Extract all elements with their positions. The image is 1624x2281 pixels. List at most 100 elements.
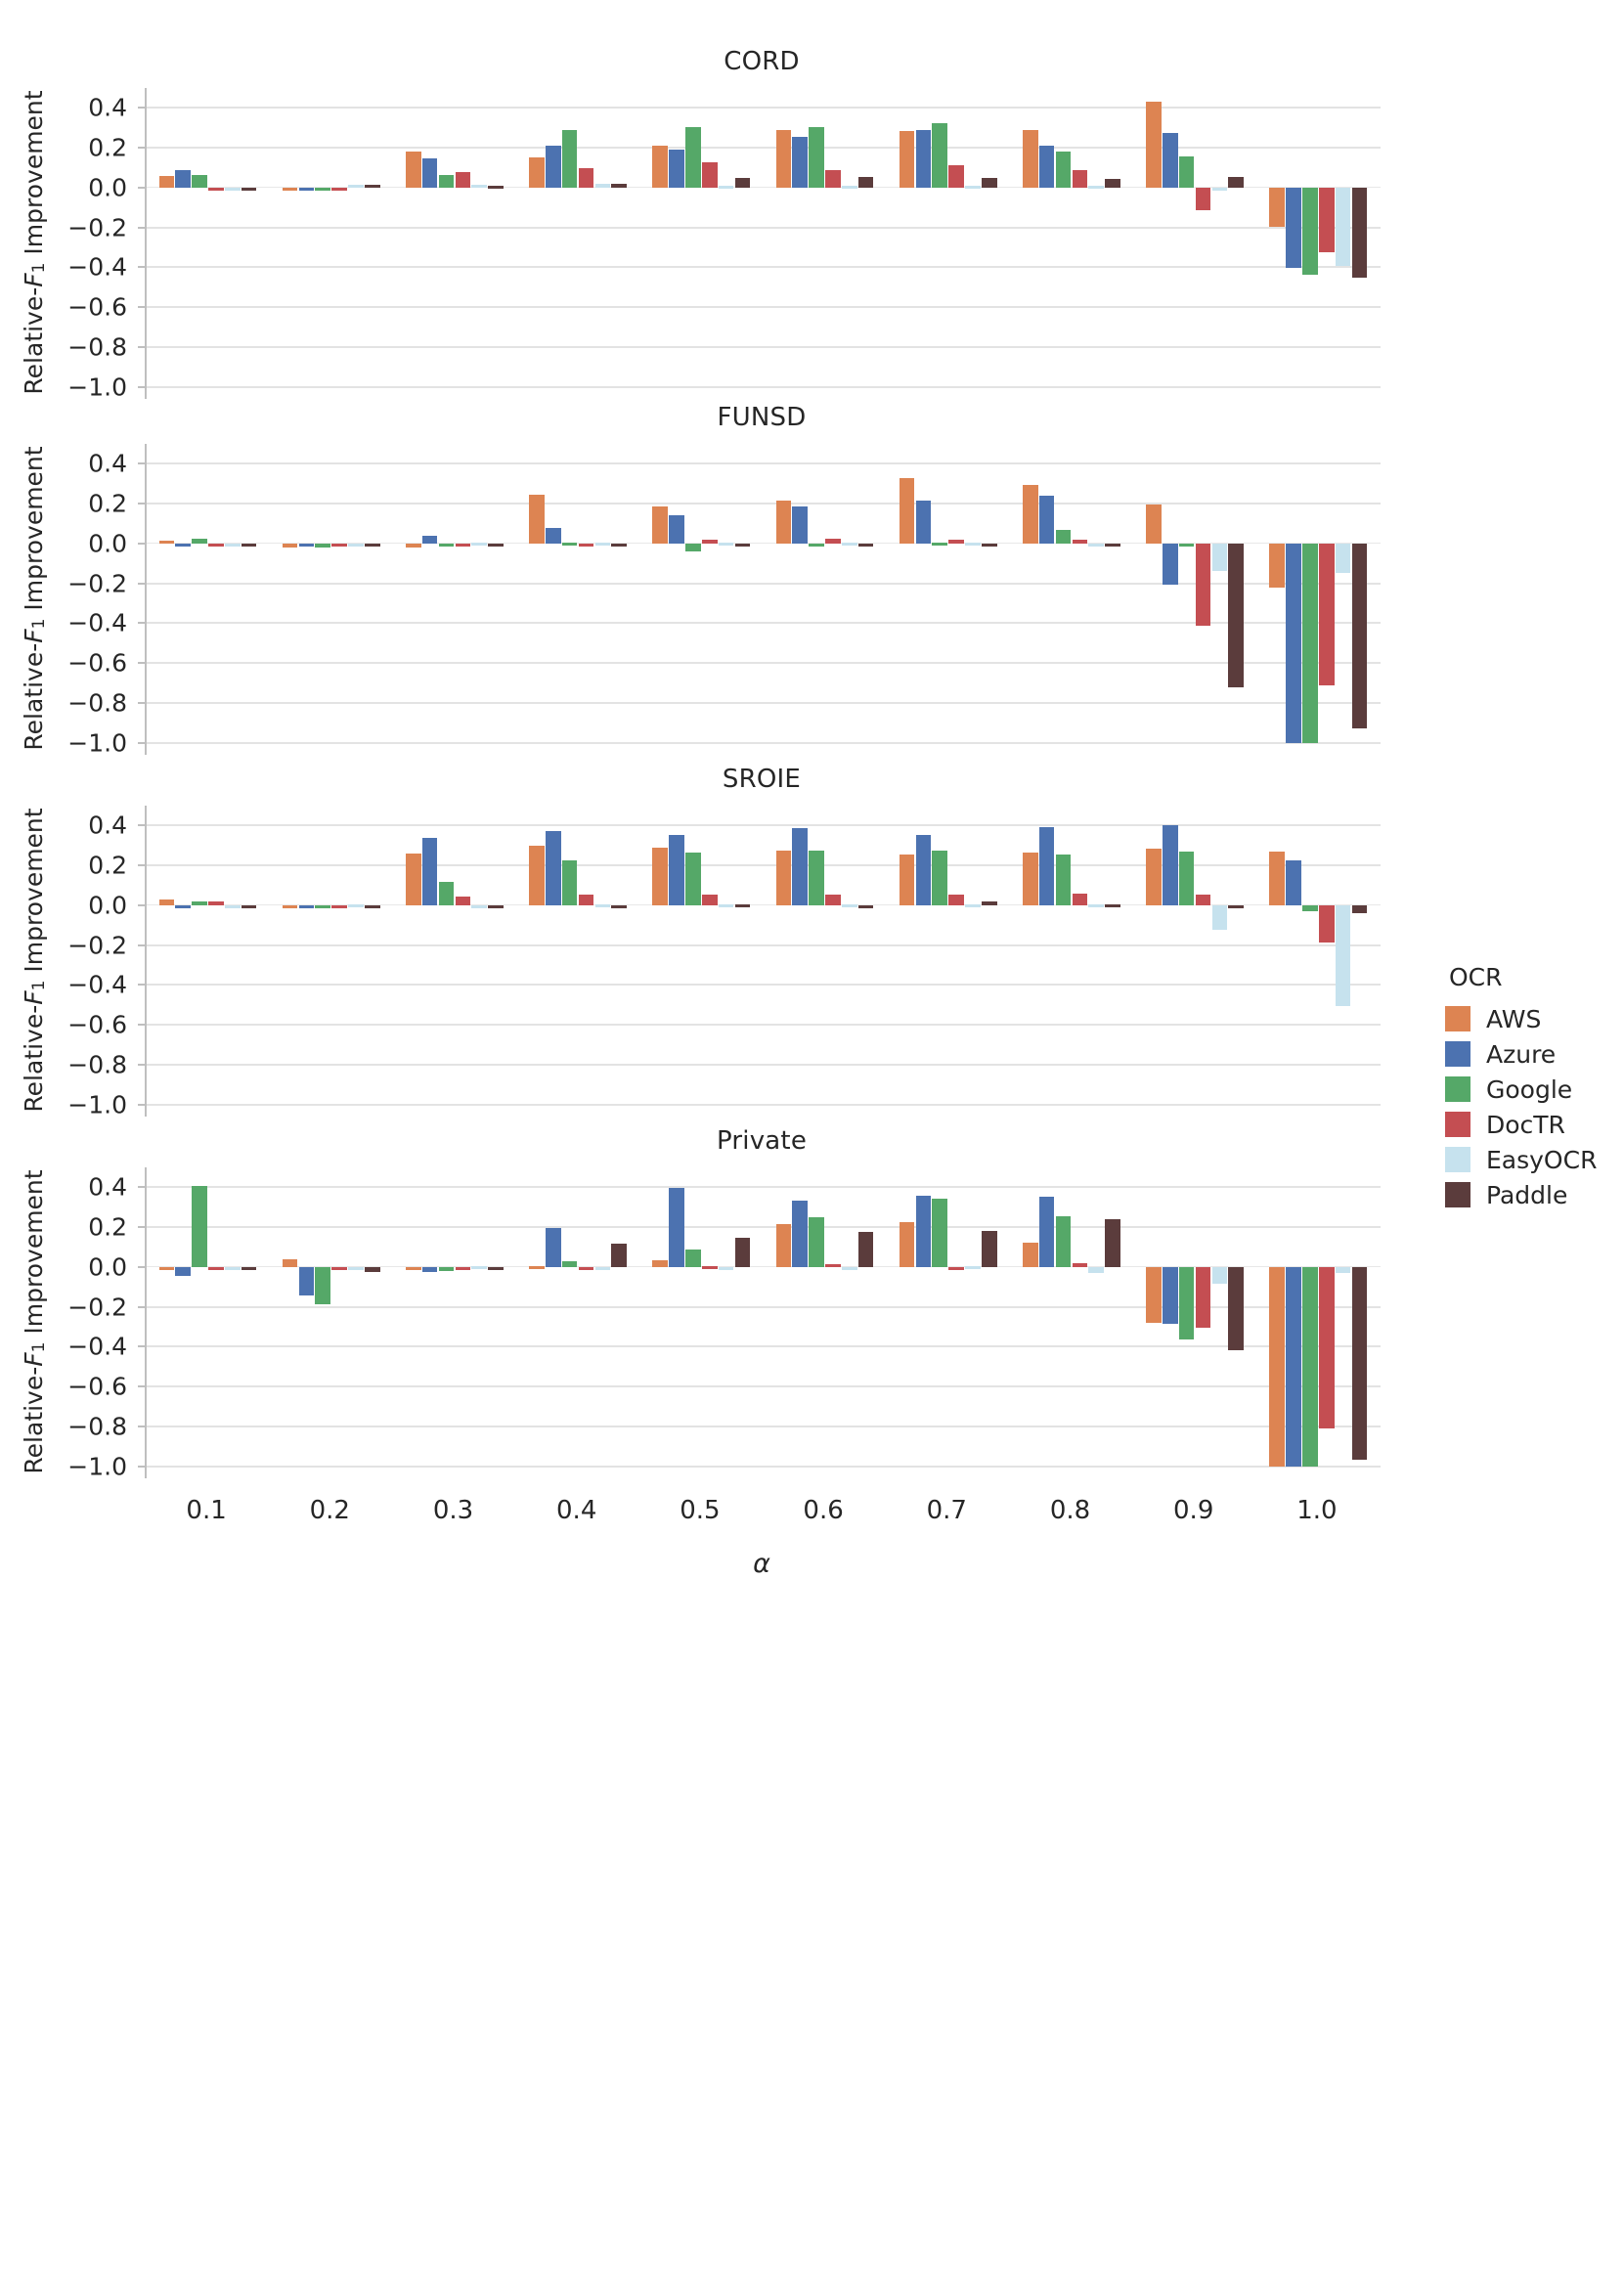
- bar: [792, 136, 809, 188]
- bar: [331, 187, 347, 191]
- bar: [158, 175, 175, 188]
- bar: [857, 904, 874, 908]
- bar: [652, 848, 669, 905]
- bar: [438, 882, 455, 905]
- y-tick-label: −0.6: [67, 1372, 127, 1401]
- legend-item-easyocr[interactable]: EasyOCR: [1445, 1142, 1597, 1177]
- bar: [792, 506, 809, 544]
- bar: [734, 178, 751, 188]
- bar: [718, 543, 734, 547]
- bar: [825, 169, 841, 188]
- bar: [208, 901, 224, 905]
- y-tick-mark: [138, 385, 147, 388]
- y-tick-mark: [138, 582, 147, 585]
- y-tick-mark: [138, 1064, 147, 1066]
- bar: [331, 904, 347, 908]
- bar: [1178, 155, 1195, 188]
- bar: [1146, 504, 1162, 544]
- bar: [315, 1266, 331, 1305]
- legend-item-google[interactable]: Google: [1445, 1072, 1597, 1107]
- bar: [685, 543, 701, 552]
- bar: [175, 169, 192, 188]
- bar: [1055, 854, 1072, 905]
- gridline: [147, 984, 1381, 987]
- bar: [1335, 543, 1351, 574]
- y-tick-label: −1.0: [67, 1090, 127, 1119]
- legend-item-azure[interactable]: Azure: [1445, 1036, 1597, 1072]
- bar: [1269, 851, 1286, 905]
- gridline: [147, 1426, 1381, 1427]
- bar: [611, 1244, 627, 1267]
- bar: [809, 1216, 824, 1267]
- y-tick-mark: [138, 306, 147, 309]
- legend-items: AWS Azure Google DocTR EasyOCR Paddle: [1445, 1001, 1597, 1212]
- bar: [561, 542, 578, 546]
- plot-area: 0.4 0.2 0.0 −0.2 −0.4 −0.6 −0.8 −1.0: [67, 1167, 1381, 1480]
- y-tick-mark: [138, 1186, 147, 1189]
- bar: [1038, 1196, 1055, 1267]
- gridline: [147, 702, 1381, 704]
- gridline: [147, 186, 1381, 189]
- bar: [1023, 484, 1038, 544]
- bar: [1286, 543, 1301, 743]
- legend-item-aws[interactable]: AWS: [1445, 1001, 1597, 1036]
- legend-item-paddle[interactable]: Paddle: [1445, 1177, 1597, 1212]
- x-tick-label: 0.3: [432, 1496, 474, 1525]
- bar: [192, 1185, 207, 1267]
- legend-swatch-icon: [1445, 1041, 1470, 1067]
- bar: [1105, 178, 1120, 188]
- y-tick-mark: [138, 147, 147, 150]
- bar: [546, 831, 561, 905]
- bar: [1228, 543, 1244, 688]
- bar: [364, 1266, 380, 1273]
- bar: [298, 1266, 315, 1296]
- bar: [718, 186, 734, 190]
- y-tick-mark: [138, 1465, 147, 1468]
- y-axis-label: Relative-F1 Improvement: [19, 808, 50, 1113]
- bar: [1351, 187, 1368, 279]
- y-tick-label: −0.6: [67, 648, 127, 678]
- y-tick-label: −0.4: [67, 252, 127, 282]
- bar: [981, 1231, 997, 1267]
- bar: [224, 904, 241, 908]
- legend-swatch-icon: [1445, 1112, 1470, 1137]
- bar: [488, 1266, 504, 1270]
- bar: [899, 130, 915, 188]
- bar: [1088, 186, 1104, 190]
- y-tick-label: −1.0: [67, 1452, 127, 1481]
- y-tick-mark: [138, 542, 147, 545]
- gridline: [147, 1465, 1381, 1468]
- bar: [899, 855, 915, 905]
- bar: [981, 901, 997, 905]
- legend-item-doctr[interactable]: DocTR: [1445, 1107, 1597, 1142]
- bar: [1072, 540, 1088, 544]
- bar: [1178, 851, 1195, 905]
- bar: [406, 854, 421, 905]
- y-tick-label: −0.2: [67, 931, 127, 960]
- panel-title: Private: [716, 1126, 808, 1156]
- gridline: [147, 226, 1381, 229]
- y-tick-label: −0.8: [67, 688, 127, 718]
- bar: [298, 543, 315, 547]
- bar: [965, 1266, 981, 1270]
- bar: [158, 899, 175, 905]
- bar: [192, 539, 207, 544]
- y-tick-mark: [138, 1305, 147, 1308]
- y-tick-label: 0.2: [88, 851, 127, 880]
- bar: [331, 1266, 347, 1270]
- bar: [364, 185, 380, 189]
- bar: [1146, 1266, 1162, 1323]
- gridline: [147, 903, 1381, 906]
- gridline: [147, 542, 1381, 545]
- y-tick-label: 0.0: [88, 1252, 127, 1282]
- bar: [734, 543, 751, 547]
- y-tick-mark: [138, 266, 147, 269]
- bar: [965, 543, 981, 547]
- gridline: [147, 1226, 1381, 1229]
- bar: [1072, 169, 1088, 188]
- bar: [611, 183, 627, 188]
- bar: [282, 187, 298, 191]
- bar: [578, 543, 594, 547]
- bar: [1038, 496, 1055, 544]
